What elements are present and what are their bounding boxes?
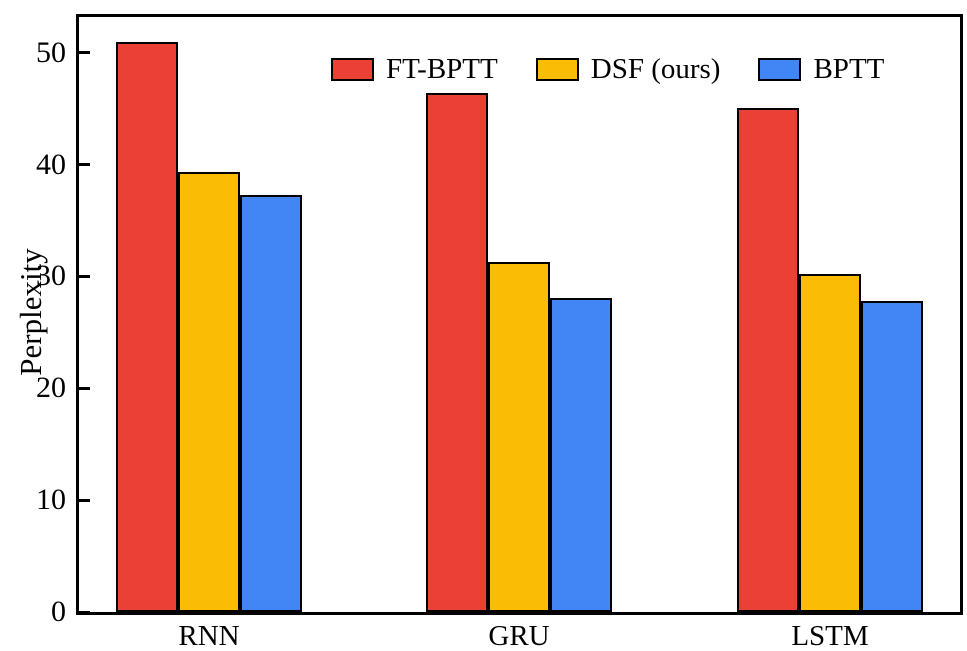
legend: FT-BPTT DSF (ours) BPTT [331, 53, 884, 86]
y-tick-label-50: 50 [36, 35, 66, 69]
legend-item-dsf: DSF (ours) [535, 53, 721, 86]
bar-rnn-bptt [240, 195, 302, 612]
y-tick-label-0: 0 [51, 595, 66, 628]
legend-label-bptt: BPTT [813, 53, 885, 85]
y-tick-label-40: 40 [36, 147, 66, 181]
legend-label-dsf: DSF (ours) [590, 53, 721, 85]
y-tick-10 [79, 498, 90, 502]
y-tick-0 [79, 610, 90, 614]
bar-lstm-bptt [861, 301, 923, 612]
bar-gru-bptt [550, 298, 612, 612]
bar-rnn-ft-bptt [116, 42, 178, 612]
y-tick-label-30: 30 [36, 259, 66, 293]
bar-lstm-dsf-ours [799, 274, 861, 612]
y-tick-50 [79, 51, 90, 55]
y-tick-30 [79, 274, 90, 278]
bar-gru-ft-bptt [426, 93, 488, 612]
x-tick-label-rnn: RNN [178, 620, 240, 651]
dsf-swatch [535, 58, 579, 81]
x-tick-label-gru: GRU [488, 620, 550, 651]
bar-gru-dsf-ours [488, 262, 550, 612]
y-tick-label-20: 20 [36, 371, 66, 405]
bptt-swatch [758, 58, 802, 81]
legend-item-bptt: BPTT [758, 53, 884, 86]
y-tick-20 [79, 386, 90, 390]
legend-label-ft-bptt: FT-BPTT [386, 53, 498, 85]
plot-area: FT-BPTT DSF (ours) BPTT [76, 14, 963, 615]
bar-lstm-ft-bptt [737, 108, 799, 612]
x-tick-label-lstm: LSTM [791, 620, 869, 651]
y-tick-label-10: 10 [36, 483, 66, 517]
ft-bptt-swatch [331, 58, 374, 81]
y-tick-40 [79, 163, 90, 167]
bar-rnn-dsf-ours [178, 172, 240, 612]
legend-item-ft-bptt: FT-BPTT [331, 53, 498, 86]
